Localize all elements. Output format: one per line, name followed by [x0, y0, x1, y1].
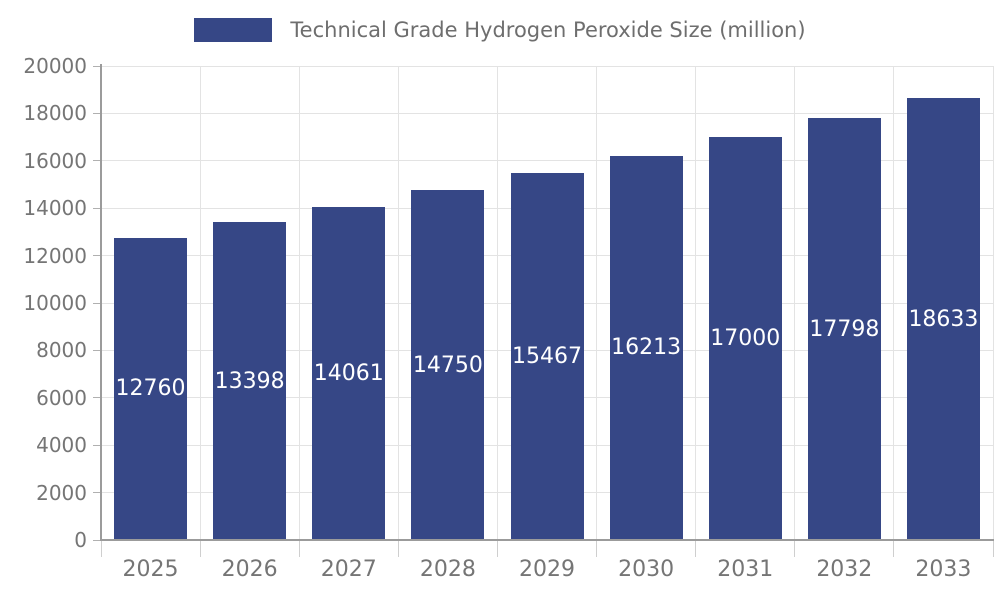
y-axis-tick — [93, 397, 101, 399]
y-axis-tick — [93, 349, 101, 351]
y-axis-tick — [93, 65, 101, 67]
y-axis-tick — [93, 160, 101, 162]
gridline-vertical — [695, 66, 697, 540]
gridline-vertical — [298, 66, 300, 540]
y-tick-label: 2000 — [36, 480, 87, 505]
gridline-vertical — [596, 66, 598, 540]
bar[interactable]: 17798 — [807, 118, 881, 540]
bar[interactable]: 13398 — [213, 222, 287, 540]
y-tick-label: 6000 — [36, 385, 87, 410]
x-axis-tick — [992, 540, 994, 557]
bar[interactable]: 15467 — [510, 173, 584, 540]
y-tick-label: 0 — [74, 528, 87, 552]
x-axis-tick — [100, 540, 102, 557]
y-axis-tick — [93, 444, 101, 446]
y-tick-label: 14000 — [23, 196, 87, 221]
y-tick-label: 4000 — [36, 433, 87, 458]
x-axis-tick — [397, 540, 399, 557]
x-axis-tick — [298, 540, 300, 557]
x-tick-label: 2027 — [320, 557, 377, 582]
y-tick-label: 10000 — [23, 291, 87, 315]
bar-value-label: 16213 — [611, 335, 682, 361]
x-tick-label: 2030 — [618, 557, 675, 582]
gridline-vertical — [496, 66, 498, 540]
bar-value-label: 17798 — [809, 316, 880, 342]
bar-value-label: 14750 — [412, 352, 483, 378]
x-tick-label: 2025 — [122, 557, 179, 582]
bar[interactable]: 16213 — [609, 155, 683, 540]
x-axis-tick — [794, 540, 796, 557]
x-axis-tick — [496, 540, 498, 557]
gridline-vertical — [893, 66, 895, 540]
bar-value-label: 12760 — [115, 376, 186, 402]
bar-value-label: 15467 — [512, 344, 582, 370]
bar-value-label: 17000 — [710, 326, 781, 352]
gridline-vertical — [397, 66, 399, 540]
bar[interactable]: 14750 — [411, 190, 485, 540]
bar[interactable]: 14061 — [312, 206, 386, 540]
bar-value-label: 18633 — [908, 306, 979, 332]
y-tick-label: 12000 — [23, 243, 87, 268]
y-axis-tick — [93, 112, 101, 114]
x-axis-line — [100, 539, 994, 541]
y-tick-label: 20000 — [23, 54, 87, 78]
x-axis-tick — [695, 540, 697, 557]
y-axis-line — [100, 64, 102, 540]
bar[interactable]: 17000 — [708, 137, 782, 540]
bar-value-label: 13398 — [214, 368, 285, 394]
x-tick-label: 2031 — [717, 557, 774, 582]
gridline-horizontal — [101, 160, 993, 162]
gridline-horizontal — [101, 112, 993, 114]
legend[interactable]: Technical Grade Hydrogen Peroxide Size (… — [0, 18, 1000, 42]
gridline-vertical — [199, 66, 201, 540]
y-tick-label: 18000 — [23, 101, 87, 126]
x-tick-label: 2026 — [221, 557, 278, 582]
y-tick-label: 8000 — [36, 338, 87, 363]
y-axis-tick — [93, 207, 101, 209]
x-axis-tick — [596, 540, 598, 557]
x-tick-label: 2029 — [518, 557, 575, 582]
gridline-horizontal — [101, 65, 993, 67]
legend-label: Technical Grade Hydrogen Peroxide Size (… — [290, 18, 806, 42]
legend-swatch — [194, 18, 273, 42]
y-axis-tick — [93, 255, 101, 257]
x-tick-label: 2032 — [816, 557, 873, 582]
bar-value-label: 14061 — [313, 360, 384, 386]
x-tick-label: 2033 — [915, 557, 972, 582]
y-tick-label: 16000 — [23, 148, 87, 173]
gridline-vertical — [794, 66, 796, 540]
x-tick-label: 2028 — [419, 557, 476, 582]
y-axis-tick — [93, 302, 101, 304]
y-axis-tick — [93, 492, 101, 494]
x-axis-tick — [199, 540, 201, 557]
y-axis-tick — [93, 539, 101, 541]
bar[interactable]: 12760 — [114, 237, 188, 540]
gridline-vertical — [992, 66, 994, 540]
x-axis-tick — [893, 540, 895, 557]
bar[interactable]: 18633 — [906, 98, 980, 540]
